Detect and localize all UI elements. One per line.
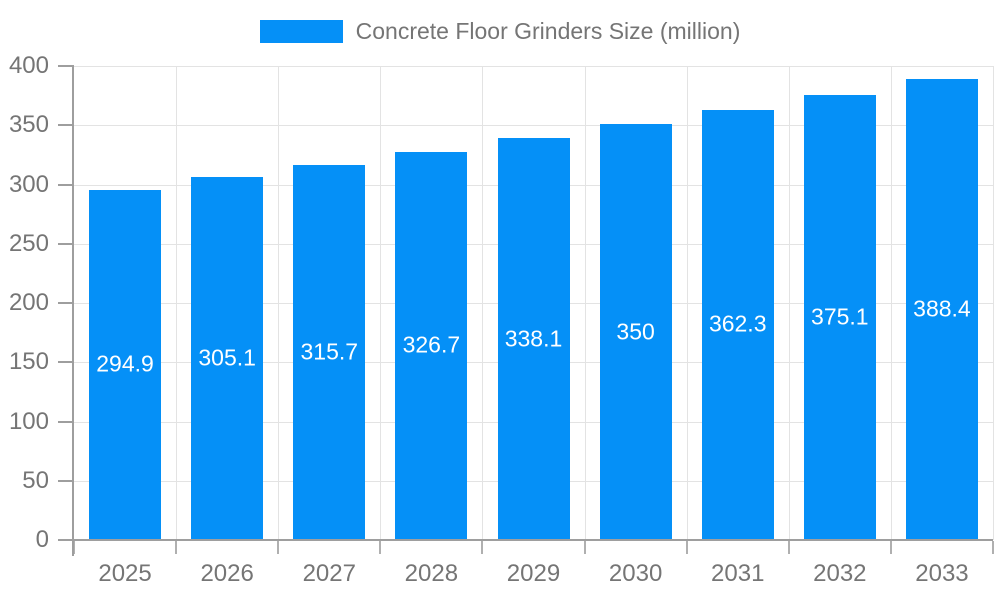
y-axis-tick [58,420,74,423]
gridline-vertical [584,66,586,540]
y-tick-label: 200 [8,289,49,316]
bar-value-label: 338.1 [504,325,563,352]
x-axis-tick [889,541,892,554]
x-axis-tick [992,541,994,554]
bar-value-label: 315.7 [300,338,359,365]
bar-value-label: 388.4 [913,295,971,322]
x-axis-tick [73,541,75,554]
gridline-vertical [788,66,790,540]
bar-value-label: 375.1 [811,303,869,330]
x-axis-tick [583,541,586,554]
x-axis-line [58,539,993,541]
y-tick-label: 150 [8,348,49,376]
bar-value-label: 305.1 [198,344,256,371]
x-axis-tick [481,541,484,554]
legend-label: Concrete Floor Grinders Size (million) [355,18,741,44]
y-axis-tick [58,242,74,245]
x-tick-label: 2026 [200,560,254,587]
x-tick-label: 2031 [711,560,765,587]
x-tick-label: 2030 [608,560,663,587]
y-axis-tick [58,361,74,364]
x-axis-tick [685,541,688,554]
bar: 350 [599,124,672,539]
gridline-horizontal [74,66,993,67]
bar: 338.1 [497,138,570,539]
bar-value-label: 326.7 [402,331,461,358]
x-axis-tick [277,541,280,554]
y-axis-line [72,66,74,556]
x-axis-tick [175,541,178,554]
bar: 305.1 [191,177,264,539]
x-tick-label: 2028 [404,560,459,587]
gridline-vertical [993,66,994,540]
legend-swatch [259,20,343,43]
x-axis-tick [379,541,382,554]
x-tick-label: 2027 [302,560,356,587]
y-tick-label: 300 [8,170,49,198]
bar: 326.7 [395,151,468,539]
y-tick-label: 250 [8,229,49,257]
bar: 294.9 [89,189,162,539]
gridline-vertical [890,66,892,540]
bar-value-label: 362.3 [708,310,767,337]
gridline-horizontal [74,125,993,127]
bar: 388.4 [905,78,978,539]
gridline-vertical [482,66,484,540]
bar-value-label: 350 [616,318,655,345]
y-axis-tick [58,65,74,67]
y-axis-tick [58,479,74,482]
plot-area: 0 50 100 150 200 250 300 350 400 294.9 2025 305.1 20… [9,52,994,587]
y-axis-tick [58,302,74,304]
y-tick-label: 100 [8,407,49,435]
gridline-vertical [380,66,382,540]
x-tick-label: 2025 [98,560,152,587]
bar: 375.1 [803,94,876,539]
bar: 315.7 [293,164,366,539]
y-axis-tick [58,183,74,186]
y-tick-label: 0 [35,526,49,553]
gridline-vertical [686,66,688,540]
gridline-vertical [278,66,280,540]
y-tick-label: 350 [8,111,49,139]
y-tick-label: 50 [22,466,49,494]
legend: Concrete Floor Grinders Size (million) [0,18,1000,45]
gridline-vertical [176,66,178,540]
x-tick-label: 2033 [915,560,969,587]
y-axis-tick [58,124,74,127]
x-tick-label: 2032 [813,560,867,587]
bar: 362.3 [701,109,774,539]
y-tick-label: 400 [8,52,49,79]
bar-value-label: 294.9 [96,350,154,377]
x-tick-label: 2029 [506,560,561,587]
x-axis-tick [787,541,790,554]
